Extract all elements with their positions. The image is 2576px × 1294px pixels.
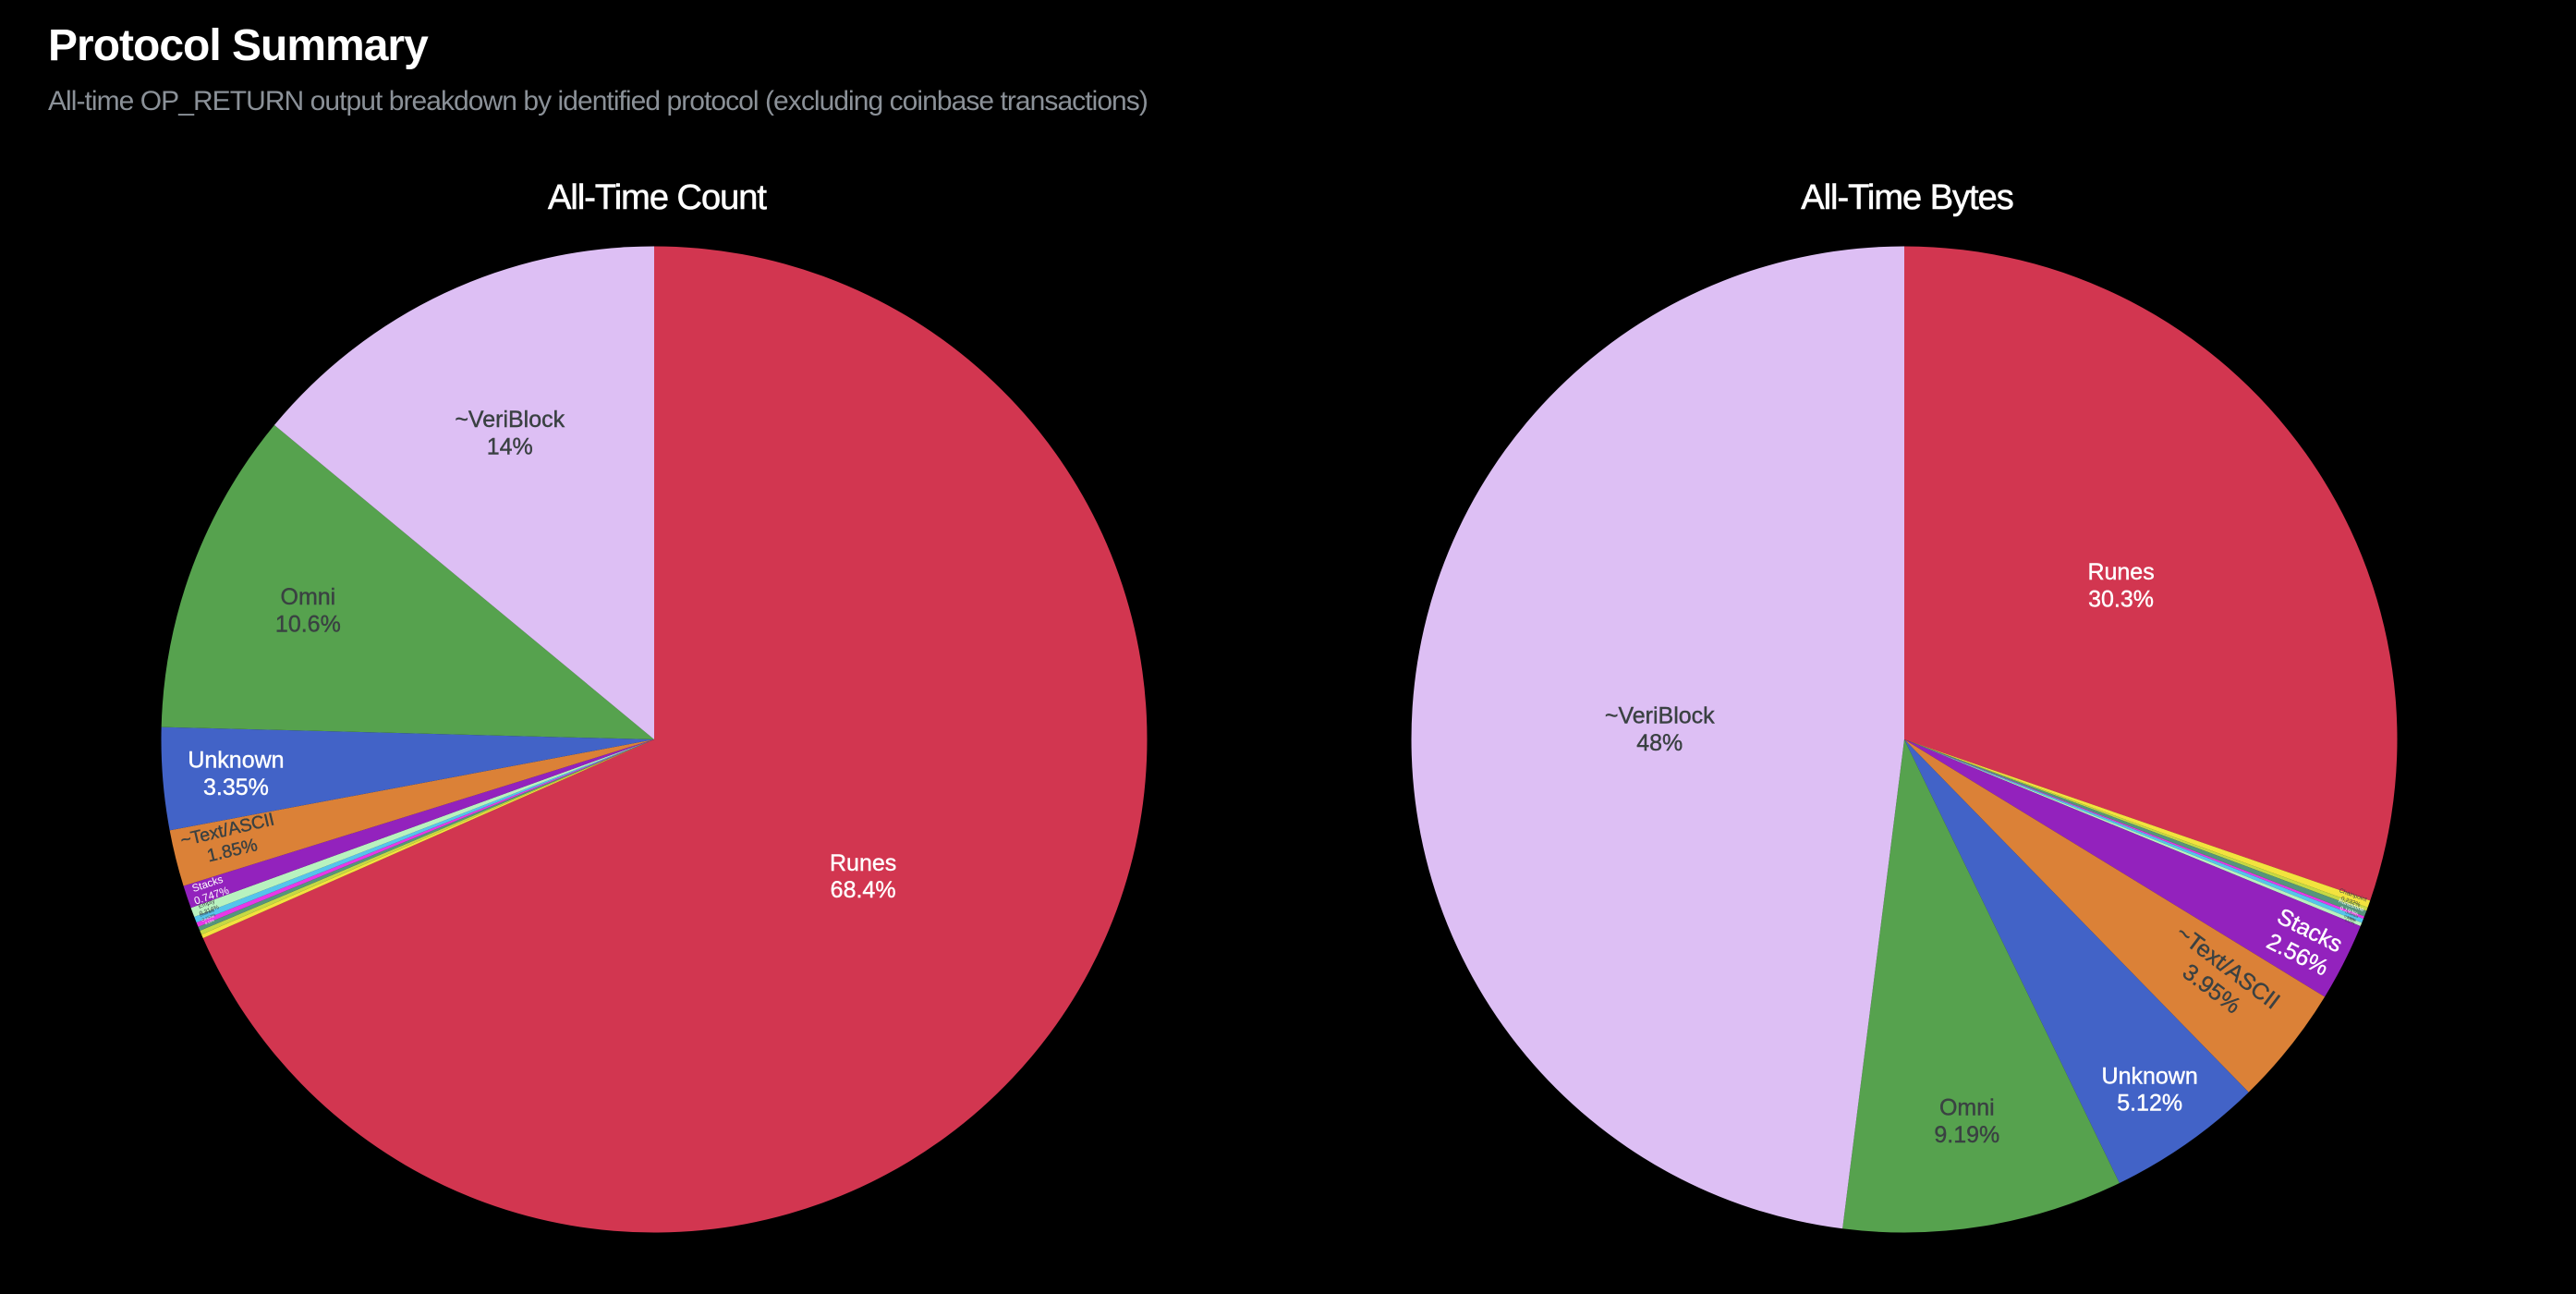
svg-text:CoreDao0.15%: CoreDao0.15% <box>201 914 216 926</box>
svg-text:Empty0.117%: Empty0.117% <box>2344 915 2356 926</box>
svg-text:All-Time Bytes: All-Time Bytes <box>1801 178 2013 217</box>
svg-text:All-Time Count: All-Time Count <box>548 178 767 217</box>
svg-text:Ordinals0.193%: Ordinals0.193% <box>199 908 217 922</box>
svg-text:Ordinals0.136%: Ordinals0.136% <box>2343 909 2359 922</box>
